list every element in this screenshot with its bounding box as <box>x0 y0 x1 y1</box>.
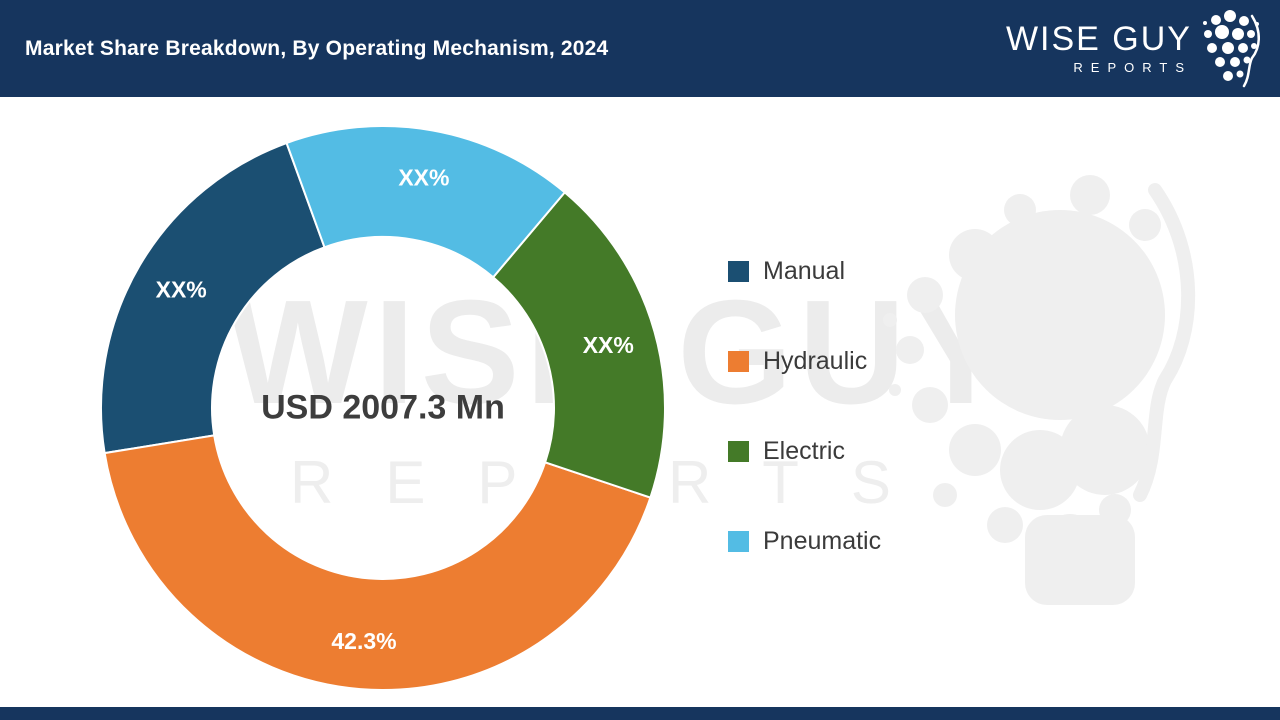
legend-label-pneumatic: Pneumatic <box>763 527 882 555</box>
legend-swatch-pneumatic <box>728 531 749 552</box>
legend-label-manual: Manual <box>763 257 845 285</box>
footer-bar <box>0 707 1280 720</box>
logo-brand-name: WISE GUY <box>1005 19 1192 58</box>
chart-center-value: USD 2007.3 Mn <box>261 388 505 427</box>
logo-brand-sub: REPORTS <box>1073 60 1192 76</box>
legend-item-hydraulic: Hydraulic <box>728 347 881 376</box>
donut-segment-hydraulic <box>103 434 652 691</box>
slice-label-pneumatic: XX% <box>398 165 449 191</box>
donut-segment-manual <box>100 141 326 455</box>
slice-label-electric: XX% <box>583 332 634 358</box>
legend-item-manual: Manual <box>728 257 881 286</box>
legend-item-pneumatic: Pneumatic <box>728 527 881 556</box>
legend-label-electric: Electric <box>763 437 845 465</box>
donut-segment-pneumatic <box>285 125 567 279</box>
page-title: Market Share Breakdown, By Operating Mec… <box>25 36 609 60</box>
legend-label-hydraulic: Hydraulic <box>763 347 868 375</box>
wise-guy-logo: WISE GUY REPORTS <box>1006 8 1264 88</box>
watermark-head-icon <box>883 175 1196 605</box>
donut-segment-electric <box>491 190 666 499</box>
donut-chart: XX% 42.3% XX% XX% <box>100 125 666 691</box>
legend-swatch-electric <box>728 441 749 462</box>
chart-legend: Manual Hydraulic Electric Pneumatic <box>728 257 881 556</box>
logo-head-icon <box>1203 10 1260 88</box>
legend-item-electric: Electric <box>728 437 881 466</box>
legend-swatch-hydraulic <box>728 351 749 372</box>
slice-label-hydraulic: 42.3% <box>331 628 396 654</box>
header: Market Share Breakdown, By Operating Mec… <box>0 0 1280 97</box>
logo-wordmark: WISE GUY REPORTS <box>1005 19 1192 76</box>
legend-swatch-manual <box>728 261 749 282</box>
slice-label-manual: XX% <box>156 277 207 303</box>
